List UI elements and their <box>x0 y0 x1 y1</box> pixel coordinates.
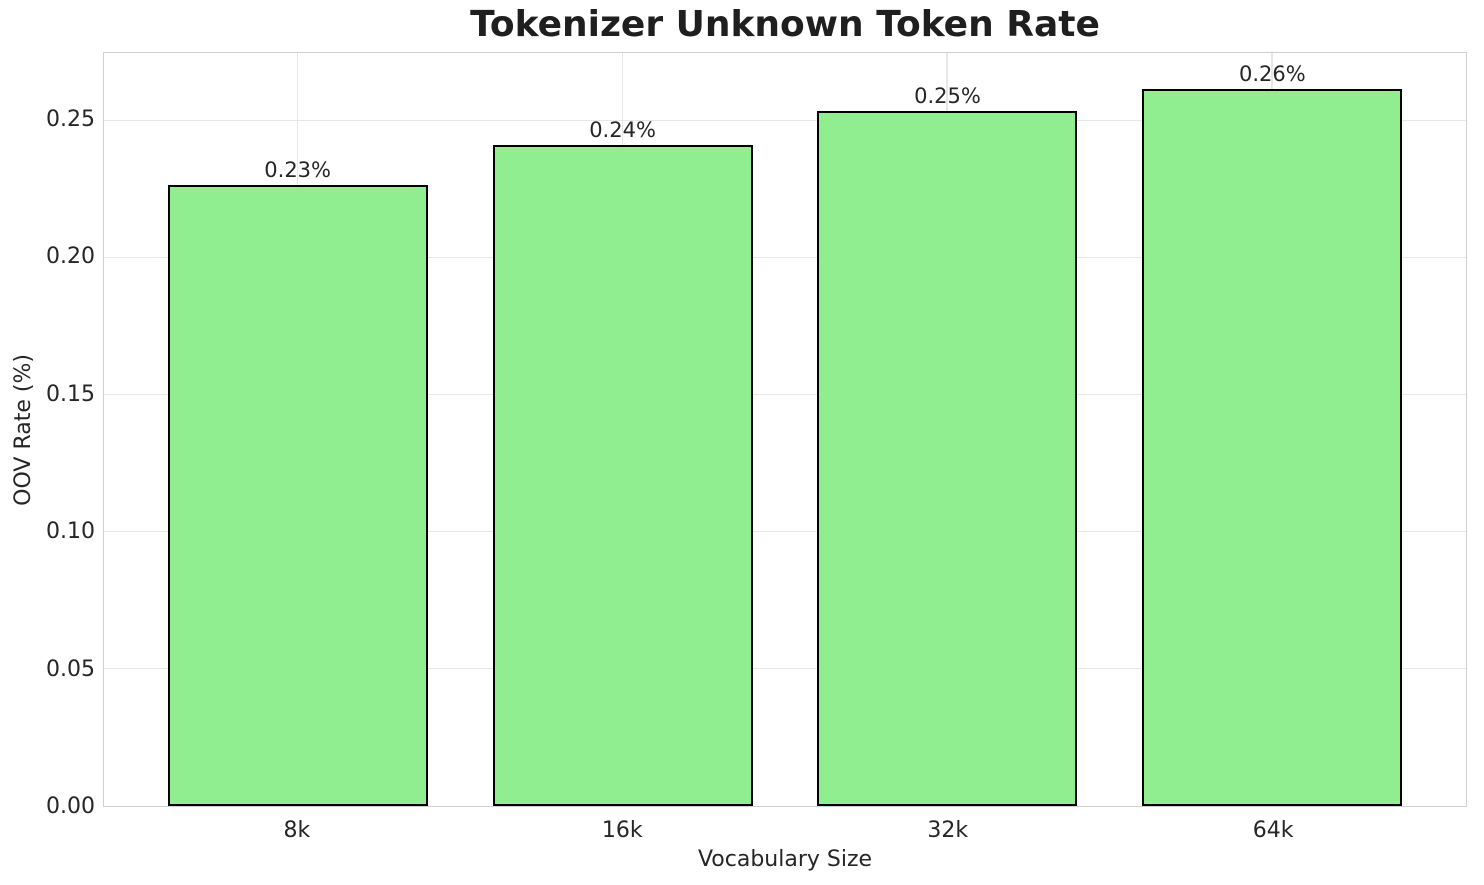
y-tick-label: 0.05 <box>46 656 95 682</box>
x-tick-label: 64k <box>1252 818 1294 843</box>
bar-16k <box>492 144 753 806</box>
bar-value-label: 0.23% <box>264 158 331 183</box>
x-tick-label: 16k <box>601 818 643 843</box>
bar-64k <box>1142 88 1403 806</box>
plot-area: 0.23% 0.24% 0.25% 0.26% <box>103 52 1467 807</box>
bar-value-label: 0.25% <box>914 83 981 108</box>
chart-title: Tokenizer Unknown Token Rate <box>470 4 1100 45</box>
y-tick-label: 0.15 <box>46 381 95 407</box>
y-tick-label: 0.10 <box>46 519 95 545</box>
x-axis-label: Vocabulary Size <box>697 847 873 872</box>
x-tick-label: 8k <box>283 818 311 843</box>
y-tick-label: 0.25 <box>46 106 95 132</box>
y-tick-label: 0.00 <box>46 794 95 819</box>
bar-8k <box>167 185 428 806</box>
bar-32k <box>817 110 1078 806</box>
y-axis-ticks: 0.00 0.05 0.10 0.15 0.20 0.25 <box>0 52 95 819</box>
y-tick-label: 0.20 <box>46 244 95 270</box>
x-axis-ticks: 8k 16k 32k 64k <box>103 818 1467 844</box>
bar-value-label: 0.24% <box>589 117 656 142</box>
x-tick-label: 32k <box>927 818 969 843</box>
bar-value-label: 0.26% <box>1238 61 1306 86</box>
